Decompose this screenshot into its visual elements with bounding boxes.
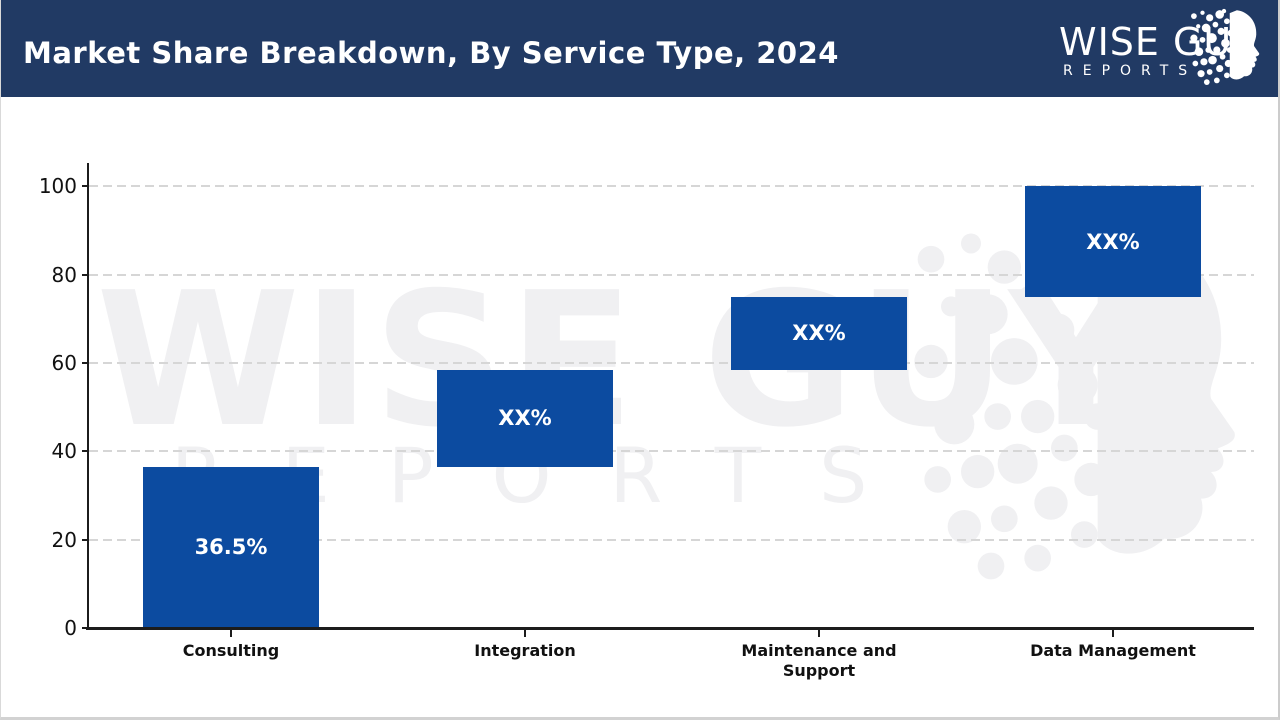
y-axis-tick (82, 362, 89, 365)
category-label: Integration (474, 641, 576, 660)
y-axis-tick (82, 538, 89, 541)
x-axis-tick (230, 630, 232, 637)
x-axis-tick (524, 630, 526, 637)
page-title: Market Share Breakdown, By Service Type,… (23, 36, 839, 70)
y-axis-tick-label: 60 (51, 351, 77, 376)
y-axis-tick (82, 450, 89, 453)
bar (731, 296, 907, 370)
bar-value-label: XX% (498, 406, 552, 431)
gridline (89, 185, 1254, 188)
wise-guy-face-icon (1190, 8, 1260, 85)
y-axis-tick (82, 273, 89, 276)
gridline (89, 273, 1254, 276)
bar (143, 466, 319, 628)
bar (1025, 186, 1201, 297)
bar-value-label: 36.5% (194, 535, 268, 560)
y-axis-tick (82, 627, 89, 629)
y-axis-tick-label: 20 (51, 527, 77, 552)
x-axis-spine (86, 627, 1254, 630)
gridline (89, 362, 1254, 365)
y-axis-tick-label: 100 (38, 174, 77, 199)
watermark-face-icon (914, 225, 1235, 580)
bar-value-label: XX% (792, 321, 846, 346)
gridline (89, 450, 1254, 453)
x-axis-tick (1112, 630, 1114, 637)
x-axis-tick (818, 630, 820, 637)
y-axis-tick-label: 0 (64, 616, 77, 640)
y-axis-spine (87, 163, 89, 630)
category-label: Maintenance and Support (741, 641, 897, 680)
category-label: Data Management (1030, 641, 1196, 660)
bar (437, 369, 613, 467)
bar-value-label: XX% (1086, 229, 1140, 254)
header-bar: Market Share Breakdown, By Service Type,… (1, 0, 1278, 97)
brand-logo-secondary-text: REPORTS (1063, 63, 1198, 79)
brand-logo: WISE GUY REPORTS (1021, 0, 1271, 97)
category-label: Consulting (182, 641, 280, 660)
y-axis-tick (82, 185, 89, 188)
y-axis-tick-label: 40 (51, 439, 77, 464)
y-axis-tick-label: 80 (51, 262, 77, 287)
gridline (89, 538, 1254, 541)
